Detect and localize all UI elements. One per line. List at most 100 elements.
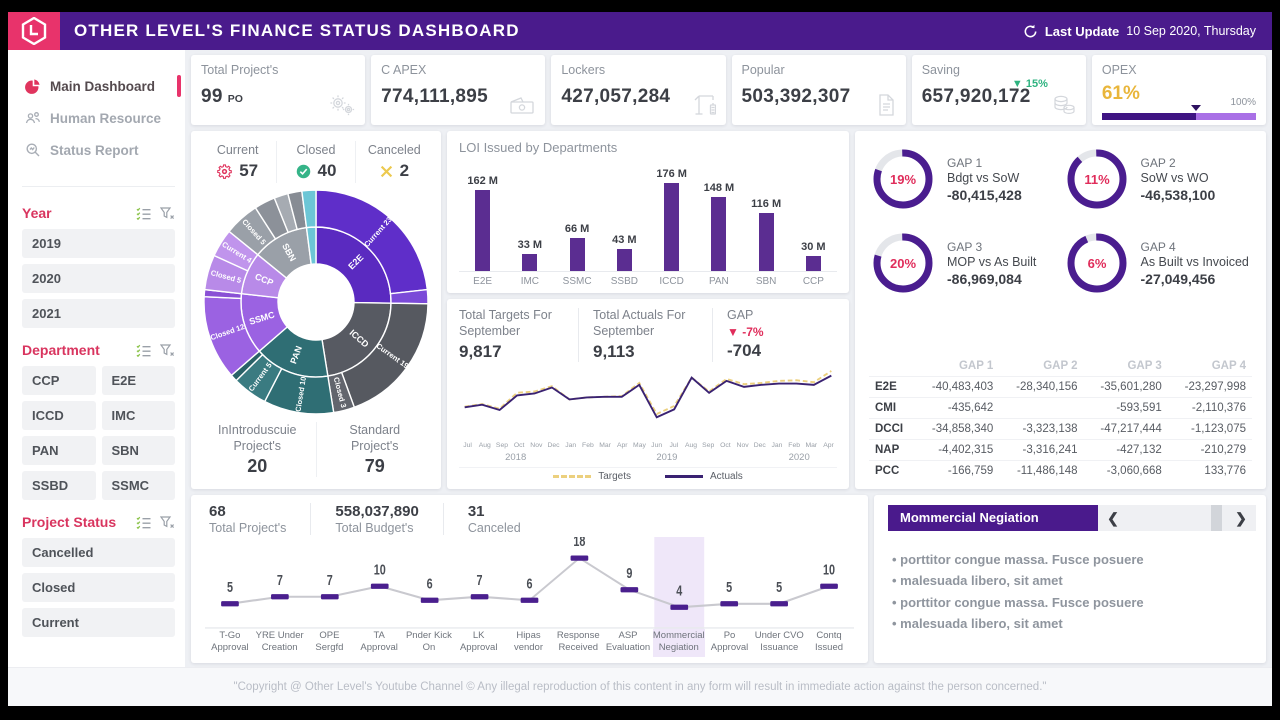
loi-chart-card: LOI Issued by Departments 162 M 33 M 66 M 4… (447, 131, 849, 294)
svg-text:19%: 19% (890, 172, 916, 187)
cell-value: -34,858,340 (915, 418, 1000, 440)
table-row: DCCI -34,858,340 -3,323,138 -47,217,444 -1,1… (869, 418, 1252, 440)
slicer-option-ssmc[interactable]: SSMC (101, 471, 175, 500)
middle-row: Current 57 Closed 40 Canceled 2 E2E Current 23… (191, 131, 1266, 489)
svg-text:20%: 20% (890, 256, 916, 271)
stat-value: 20 (247, 456, 268, 476)
slicer-project-status: Cancelled Closed Current (22, 538, 175, 637)
filter-title: Department (22, 342, 100, 358)
status-value: 40 (277, 161, 354, 181)
bar (569, 238, 585, 271)
scrollbar-track[interactable] (1128, 505, 1226, 531)
banknote-icon (509, 96, 535, 116)
scrollbar-thumb[interactable] (1211, 505, 1222, 531)
slicer-option-closed[interactable]: Closed (22, 573, 175, 602)
sidebar-item-human-resource[interactable]: Human Resource (22, 102, 175, 134)
slicer-option-iccd[interactable]: ICCD (22, 401, 96, 430)
gap-ring-1: 19% GAP 1 Bdgt vs SoW -80,415,428 (871, 147, 1057, 211)
search-report-icon (24, 142, 41, 158)
clear-filter-icon[interactable] (160, 515, 175, 529)
cell-value: -3,060,668 (1083, 460, 1168, 481)
bar-category-label: CCP (802, 276, 824, 287)
checklist-icon[interactable] (136, 207, 151, 220)
sidebar-item-label: Status Report (50, 142, 139, 158)
status-label: Canceled (367, 143, 421, 157)
panel-scrollbar[interactable]: ❮ ❯ (1098, 505, 1256, 531)
gap-name: GAP 2 (1140, 155, 1176, 170)
slicer-option-e2e[interactable]: E2E (101, 366, 175, 395)
checklist-icon[interactable] (136, 344, 151, 357)
sidebar-item-status-report[interactable]: Status Report (22, 134, 175, 166)
actuals-line-swatch (665, 475, 703, 478)
slicer-option-imc[interactable]: IMC (101, 401, 175, 430)
bar-category-label: ICCD (659, 276, 684, 287)
opex-marker-icon (1190, 105, 1201, 116)
chart-title: LOI Issued by Departments (459, 140, 618, 155)
slicer-option-current[interactable]: Current (22, 608, 175, 637)
bullet-item: porttitor congue massa. Fusce posuere (892, 549, 1254, 570)
month-tick: Mar (805, 442, 818, 449)
svg-text:5: 5 (726, 578, 732, 595)
sidebar-item-main-dashboard[interactable]: Main Dashboard (22, 70, 181, 102)
slicer-option-2021[interactable]: 2021 (22, 299, 175, 328)
cell-value: -435,642 (915, 397, 1000, 419)
negotiation-header: Mommercial Negiation ❮ ❯ (888, 505, 1266, 531)
scroll-left-button[interactable]: ❮ (1107, 509, 1119, 526)
table-header-row: GAP 1 GAP 2 GAP 3 GAP 4 (869, 356, 1252, 377)
sidebar-item-label: Main Dashboard (50, 78, 156, 94)
center-column: LOI Issued by Departments 162 M 33 M 66 M 4… (447, 131, 849, 489)
checklist-icon[interactable] (136, 516, 151, 529)
last-update: Last Update 10 Sep 2020, Thursday (1023, 12, 1272, 50)
slicer-option-ccp[interactable]: CCP (22, 366, 96, 395)
gap-value: -27,049,456 (1140, 270, 1216, 287)
gap-compare-label: As Built vs Invoiced (1140, 254, 1249, 269)
slicer-option-2019[interactable]: 2019 (22, 229, 175, 258)
saving-delta: ▼ 15% (1011, 78, 1048, 90)
year-tick: 2020 (788, 452, 810, 463)
targets-stats: Total Targets For September 9,817 Total … (459, 308, 837, 362)
gap-ring-4: 6% GAP 4 As Built vs Invoiced -27,049,456 (1065, 231, 1251, 295)
pipeline-stage-label: OPE Sergfd (315, 630, 344, 654)
scroll-right-button[interactable]: ❯ (1235, 509, 1247, 526)
sidebar-item-label: Human Resource (50, 110, 162, 126)
cell-value: -28,340,156 (999, 376, 1084, 398)
bar-category-label: E2E (473, 276, 493, 287)
pipeline-card: 68 Total Project's 558,037,890 Total Budget… (191, 495, 868, 663)
slicer-option-ssbd[interactable]: SSBD (22, 471, 96, 500)
bar-category-label: SSBD (610, 276, 638, 287)
slicer-option-sbn[interactable]: SBN (101, 436, 175, 465)
kpi-lockers: Lockers 427,057,284 (551, 55, 726, 125)
slicer-option-pan[interactable]: PAN (22, 436, 96, 465)
pipeline-stage-label: YRE Under Creation (255, 630, 304, 654)
svg-text:6: 6 (526, 575, 532, 592)
sidebar-menu: Main Dashboard Human Resource Status Repor… (22, 70, 181, 166)
svg-text:9: 9 (626, 564, 632, 581)
month-tick: Aug (684, 442, 698, 449)
status-label: Current (216, 143, 259, 157)
bar-value-label: 162 M (467, 175, 498, 187)
row-label: DCCI (869, 418, 916, 440)
svg-text:11%: 11% (1084, 172, 1110, 187)
pipeline-stage-label: T-Go Approval (211, 630, 249, 654)
cell-value: -1,123,075 (1167, 418, 1252, 440)
clear-filter-icon[interactable] (160, 206, 175, 220)
slicer-option-cancelled[interactable]: Cancelled (22, 538, 175, 567)
cell-value: -3,316,241 (999, 439, 1084, 461)
crane-icon (692, 94, 716, 116)
bar-SSBD: 43 M (601, 234, 648, 271)
month-tick: Aug (478, 442, 491, 449)
gap-texts: GAP 2 SoW vs WO -46,538,100 (1141, 156, 1216, 203)
column-header: GAP 2 (1043, 360, 1078, 372)
month-tick: Jan (565, 442, 577, 449)
clear-filter-icon[interactable] (160, 343, 175, 357)
filter-header-department: Department (22, 342, 175, 358)
status-label: Closed (296, 143, 336, 157)
kpi-capex: C APEX 774,111,895 (371, 55, 546, 125)
header-bar: OTHER LEVEL'S FINANCE STATUS DASHBOARD L… (8, 12, 1272, 50)
slicer-option-2020[interactable]: 2020 (22, 264, 175, 293)
loi-category-axis: E2E IMC SSMC SSBD ICCD PAN SBN CCP (459, 276, 837, 287)
table-row: NAP -4,402,315 -3,316,241 -427,132 -210,279 (869, 439, 1252, 461)
opex-percent-value: 61% (1101, 83, 1140, 104)
month-tick: Jul (669, 442, 679, 449)
pipeline-stats: 68 Total Project's 558,037,890 Total Budget… (205, 503, 854, 535)
